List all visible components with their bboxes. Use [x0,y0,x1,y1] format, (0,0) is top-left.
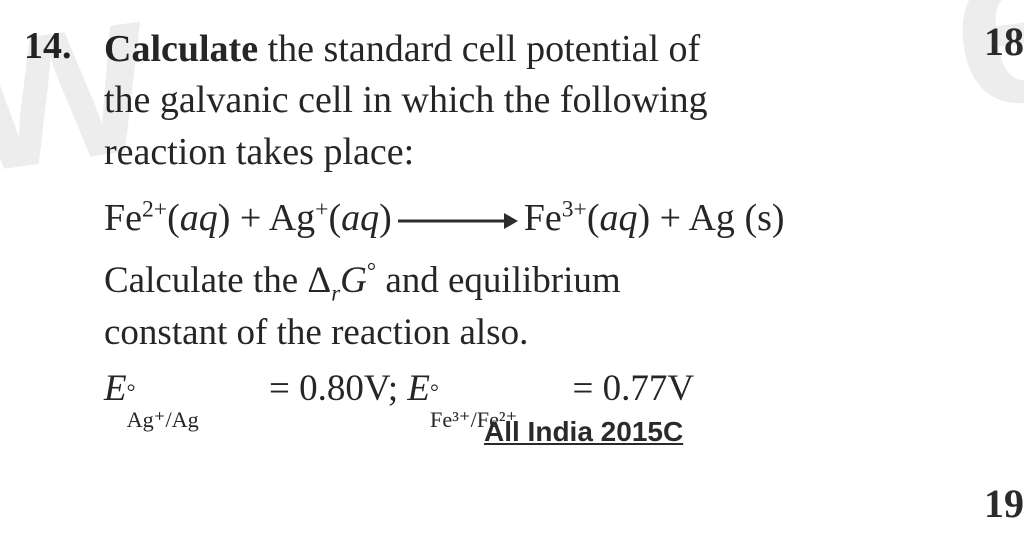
p2-line2: constant of the reaction also. [104,312,528,353]
prompt-text: Calculate the standard cell potential of… [104,24,1016,178]
reactant-fe: Fe [104,197,142,239]
p2-delta: Δ [307,260,331,301]
fe2-charge: 2+ [142,196,167,222]
prompt-2: Calculate the ΔrG° and equilibrium const… [104,255,1016,359]
electrode-data: E°Ag⁺/Ag = 0.80V; E°Fe³⁺/Fe²⁺ = 0.77V [104,367,1016,410]
aq3-open: ( [587,197,600,239]
aq2: aq [341,197,379,239]
aq2-open: ( [328,197,341,239]
e1-sub: Ag⁺/Ag [127,407,199,433]
margin-number-19: 19 [984,480,1024,527]
aq1-open: ( [167,197,180,239]
e1-deg: ° [127,379,136,405]
page: 14. Calculate the standard cell potentia… [0,0,1024,448]
margin-number-18: 18 [984,18,1024,65]
aq2-close: ) [379,197,392,239]
prompt-bold: Calculate [104,28,258,70]
aq1-close: ) + [218,197,269,239]
e2-sub: Fe³⁺/Fe²⁺ [430,407,517,433]
e2-E: E [407,368,430,409]
aq1: aq [180,197,218,239]
e1-E: E [104,368,127,409]
question-body: Calculate the standard cell potential of… [104,24,1016,448]
aq3: aq [599,197,637,239]
source-row: All India 2015C [104,410,1016,448]
reaction-equation: Fe2+(aq) + Ag+(aq)Fe3+(aq) + Ag (s) [104,192,1016,245]
reaction-arrow-icon [398,208,518,235]
p2-a: Calculate the [104,260,307,301]
prompt-line-3: reaction takes place: [104,131,414,173]
ag-state: (s) [735,197,785,239]
p2-b: and equilibrium [376,260,621,301]
p2-sub-r: r [331,280,340,305]
p2-deg: ° [367,259,376,284]
ag-charge: + [315,196,328,222]
reactant-ag: Ag [269,197,315,239]
e1-val: = 0.80V; [260,368,408,409]
prompt-line-2: the galvanic cell in which the following [104,79,708,121]
e2-deg: ° [430,379,439,405]
question-row: 14. Calculate the standard cell potentia… [24,24,1016,448]
p2-G: G [340,260,367,301]
aq3-close: ) + [637,197,688,239]
fe3-charge: 3+ [562,196,587,222]
e2-val: = 0.77V [563,368,694,409]
product-fe: Fe [524,197,562,239]
question-number: 14. [24,24,104,68]
product-ag: Ag [688,197,734,239]
prompt-rest-1: the standard cell potential of [258,28,700,70]
